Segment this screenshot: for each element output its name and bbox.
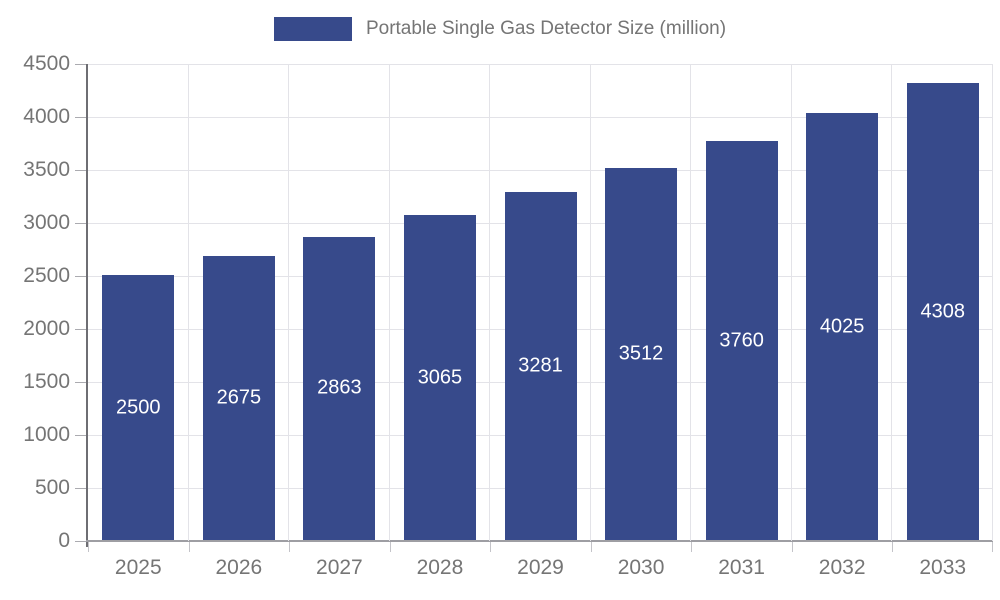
x-axis-tick (892, 542, 894, 552)
bar-2030[interactable]: 3512 (605, 167, 678, 540)
legend-swatch-icon (273, 17, 352, 41)
y-axis-tick (75, 382, 86, 383)
x-axis-tick (389, 542, 391, 552)
y-axis-tick (75, 117, 86, 118)
x-axis-tick-label: 2031 (718, 556, 765, 579)
bar-2027[interactable]: 2863 (303, 236, 376, 540)
bar-value-label: 2863 (317, 376, 362, 399)
v-gridline (288, 64, 290, 541)
x-axis-tick (691, 542, 693, 552)
x-axis-tick (992, 542, 993, 552)
bar-value-label: 4025 (819, 315, 865, 338)
v-gridline (388, 64, 390, 541)
y-axis-tick-label: 500 (34, 476, 70, 499)
y-axis-tick (75, 435, 86, 436)
bar-value-label: 2675 (216, 386, 262, 409)
bar-value-label: 3760 (719, 329, 764, 352)
v-gridline (187, 64, 189, 541)
bar-2028[interactable]: 3065 (403, 215, 476, 540)
bar-value-label: 3281 (518, 354, 563, 377)
y-axis-line (86, 64, 88, 547)
legend-label: Portable Single Gas Detector Size (milli… (365, 18, 727, 39)
bar-value-label: 4308 (920, 300, 965, 323)
bar-2025[interactable]: 2500 (102, 275, 175, 540)
v-gridline (790, 64, 792, 541)
y-axis-tick (75, 276, 86, 277)
y-axis-tick-label: 2500 (23, 264, 70, 287)
h-gridline (88, 64, 993, 65)
y-axis-tick (75, 488, 86, 489)
y-axis-tick (75, 170, 86, 171)
y-axis-tick-label: 4500 (23, 52, 70, 75)
bar-value-label: 2500 (116, 396, 161, 418)
x-axis-tick (791, 542, 793, 552)
y-axis-tick (75, 541, 86, 542)
x-axis-tick-label: 2032 (818, 556, 866, 579)
h-gridline (88, 170, 993, 171)
x-axis-tick (88, 542, 89, 552)
v-gridline (589, 64, 591, 541)
plot-area: 0 500 1000 1500 2000 2500 3000 3500 4000 4500 2500… (23, 52, 993, 579)
x-axis-tick-label: 2025 (114, 556, 162, 579)
h-gridline (88, 117, 993, 118)
bar-value-label: 3065 (417, 366, 463, 389)
y-axis-tick (75, 223, 86, 224)
bar-2026[interactable]: 2675 (202, 256, 275, 540)
bar-value-label: 3512 (618, 342, 664, 365)
y-axis-tick (75, 329, 86, 330)
y-axis-tick (75, 64, 86, 65)
x-axis-tick-label: 2026 (215, 556, 263, 579)
y-axis-tick-label: 0 (58, 529, 70, 552)
y-axis-tick-label: 3000 (23, 211, 70, 234)
legend[interactable]: Portable Single Gas Detector Size (milli… (0, 14, 1000, 44)
bar-2033[interactable]: 4308 (906, 83, 979, 540)
x-axis-tick (590, 542, 592, 552)
x-axis-tick-label: 2028 (416, 556, 464, 579)
y-axis-tick-label: 3500 (23, 158, 70, 181)
x-axis-tick (289, 542, 291, 552)
y-axis-tick-label: 1500 (23, 370, 70, 393)
v-gridline (992, 64, 993, 541)
bar-2031[interactable]: 3760 (705, 141, 778, 540)
x-axis-tick (188, 542, 190, 552)
v-gridline (891, 64, 893, 541)
y-axis-tick-label: 4000 (23, 105, 70, 128)
x-axis-tick (490, 542, 492, 552)
y-axis-tick-label: 2000 (23, 317, 70, 340)
bar-2029[interactable]: 3281 (504, 192, 577, 540)
x-axis-line (86, 540, 993, 542)
x-axis-tick-label: 2030 (617, 556, 665, 579)
x-axis-tick-label: 2029 (517, 556, 564, 579)
x-axis-tick-label: 2027 (316, 556, 363, 579)
x-axis-tick-label: 2033 (919, 556, 967, 579)
bar-2032[interactable]: 4025 (806, 113, 879, 540)
v-gridline (489, 64, 491, 541)
y-axis-tick-label: 1000 (23, 423, 70, 446)
v-gridline (690, 64, 692, 541)
